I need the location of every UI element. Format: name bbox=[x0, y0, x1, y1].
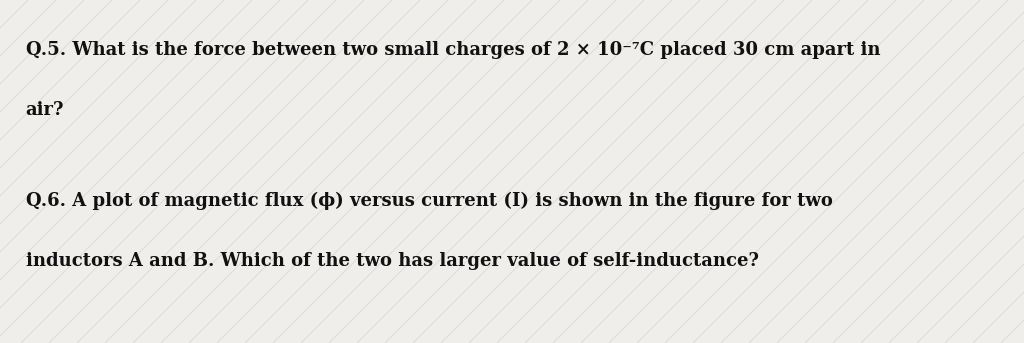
Text: Q.5. What is the force between two small charges of 2 × 10⁻⁷C placed 30 cm apart: Q.5. What is the force between two small… bbox=[26, 41, 880, 59]
Text: air?: air? bbox=[26, 101, 63, 119]
Text: Q.6. A plot of magnetic flux (ϕ) versus current (I) is shown in the figure for t: Q.6. A plot of magnetic flux (ϕ) versus … bbox=[26, 192, 833, 210]
Text: inductors A and B. Which of the two has larger value of self-inductance?: inductors A and B. Which of the two has … bbox=[26, 252, 759, 270]
